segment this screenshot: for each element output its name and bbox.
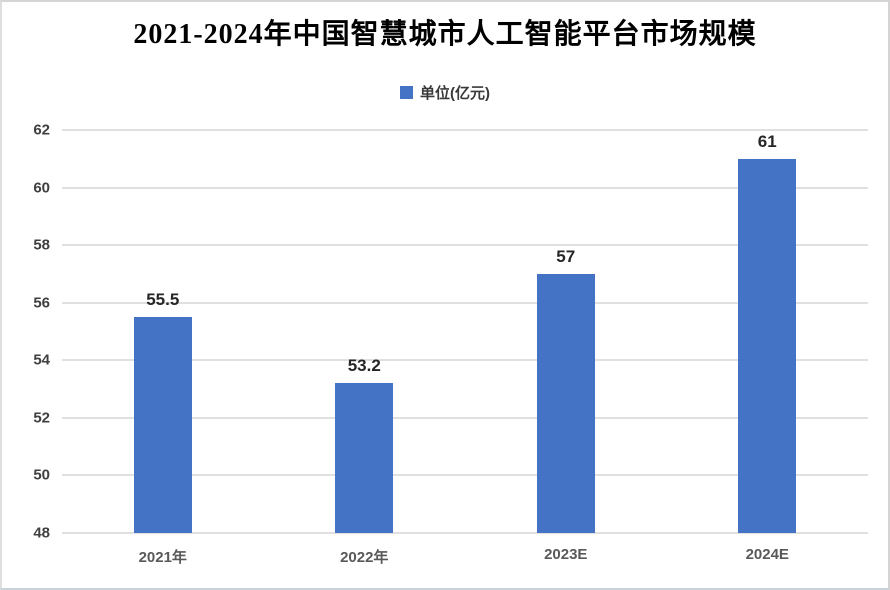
gridline-58 — [62, 244, 868, 247]
gridline-52 — [62, 416, 868, 419]
bar-value-label: 55.5 — [146, 290, 180, 310]
y-axis-tick-label: 50 — [33, 466, 50, 484]
gridline-54 — [62, 359, 868, 362]
y-axis-tick-label: 62 — [33, 121, 50, 139]
y-axis-tick-label: 48 — [33, 524, 50, 542]
bar-value-label: 53.2 — [347, 356, 381, 376]
y-axis-tick-label: 56 — [33, 294, 50, 312]
legend-swatch-icon — [400, 86, 413, 99]
bar-value-label: 57 — [556, 246, 576, 266]
bar-2023E — [536, 273, 595, 533]
legend: 单位(亿元) — [2, 82, 888, 103]
gridline-62 — [62, 129, 868, 131]
gridline-60 — [62, 186, 868, 189]
y-axis-tick-label: 54 — [33, 351, 50, 369]
gridline-48 — [62, 532, 868, 534]
plot-area: 48 50 52 54 56 58 60 62 55.5 2021年 53.2 2022年 57 2023… — [33, 122, 868, 566]
gridline-50 — [62, 474, 868, 477]
bar-2022年 — [335, 383, 394, 533]
y-axis-tick-label: 52 — [33, 409, 50, 427]
bar-value-label: 61 — [757, 131, 777, 151]
chart-title: 2021-2024年中国智慧城市人工智能平台市场规模 — [133, 19, 757, 50]
bar-2021年 — [133, 317, 192, 533]
x-axis-tick-label: 2022年 — [340, 549, 389, 566]
x-axis-tick-label: 2024E — [745, 546, 789, 563]
y-axis-tick-label: 60 — [33, 179, 50, 197]
x-axis-tick-label: 2023E — [544, 546, 588, 563]
bar-2024E — [738, 158, 797, 533]
gridline-56 — [62, 301, 868, 304]
x-axis-tick-label: 2021年 — [138, 549, 187, 566]
y-axis-tick-label: 58 — [33, 236, 50, 254]
legend-label: 单位(亿元) — [420, 85, 490, 102]
